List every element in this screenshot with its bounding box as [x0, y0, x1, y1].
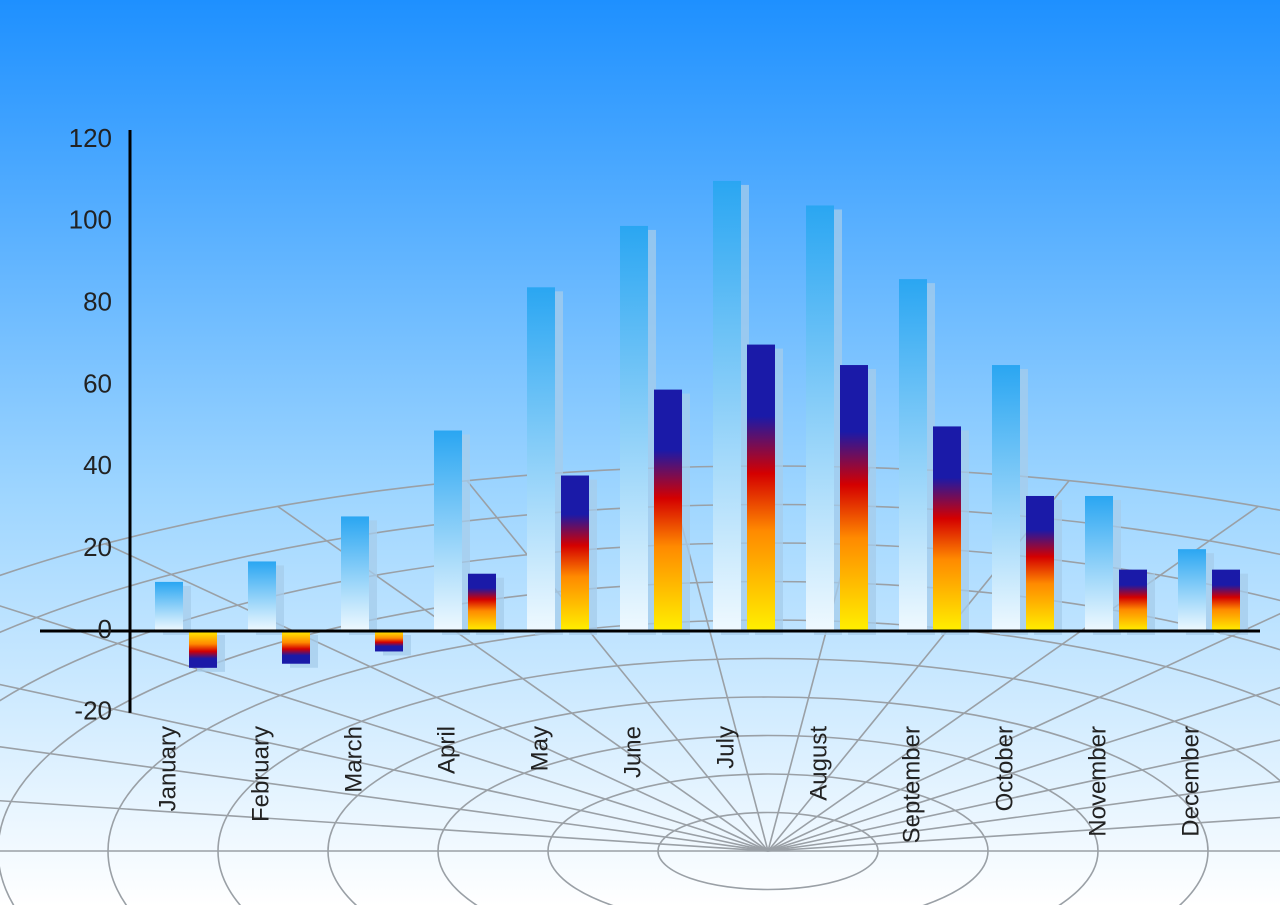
bar-series-a [992, 365, 1020, 631]
bar-series-a [341, 516, 369, 631]
bar-series-b [1026, 496, 1054, 631]
x-tick-label: May [526, 726, 553, 771]
bar-series-b [1212, 570, 1240, 631]
bar-series-a [248, 561, 276, 631]
monthly-bar-chart: { "chart": { "type": "bar", "width": 128… [0, 0, 1280, 905]
bar-series-a [806, 205, 834, 631]
bar-series-b [375, 631, 403, 651]
bar-series-b [1119, 570, 1147, 631]
y-tick-label: 60 [83, 368, 112, 398]
x-tick-label: August [805, 726, 832, 801]
y-tick-label: 100 [69, 205, 112, 235]
bar-series-b [933, 426, 961, 631]
x-tick-label: June [619, 726, 646, 778]
y-tick-label: 120 [69, 123, 112, 153]
bar-series-a [527, 287, 555, 631]
x-tick-label: December [1177, 726, 1204, 837]
bar-series-b [747, 345, 775, 631]
x-tick-label: September [898, 726, 925, 843]
chart-svg: -20 0 20 40 60 80 100 120 January February March A… [0, 0, 1280, 905]
bar-series-a [434, 431, 462, 631]
y-tick-label: 40 [83, 450, 112, 480]
y-tick-label: 20 [83, 532, 112, 562]
x-tick-label: January [154, 726, 181, 811]
x-tick-label: March [340, 726, 367, 793]
bar-series-a [620, 226, 648, 631]
bar-series-a [155, 582, 183, 631]
bar-series-a [1085, 496, 1113, 631]
x-tick-label: November [1084, 726, 1111, 837]
x-tick-label: April [433, 726, 460, 774]
bar-series-b [282, 631, 310, 664]
bar-series-b [561, 476, 589, 631]
bar-series-b [468, 574, 496, 631]
bar-series-b [654, 390, 682, 631]
bar-series-a [899, 279, 927, 631]
bar-series-a [1178, 549, 1206, 631]
x-tick-label: October [991, 726, 1018, 811]
bar-series-b [189, 631, 217, 668]
x-tick-label: February [247, 726, 274, 822]
y-tick-label: 0 [98, 614, 112, 644]
y-tick-label: 80 [83, 287, 112, 317]
bar-series-a [713, 181, 741, 631]
y-tick-label: -20 [74, 696, 112, 726]
bar-series-b [840, 365, 868, 631]
x-tick-label: July [712, 726, 739, 769]
